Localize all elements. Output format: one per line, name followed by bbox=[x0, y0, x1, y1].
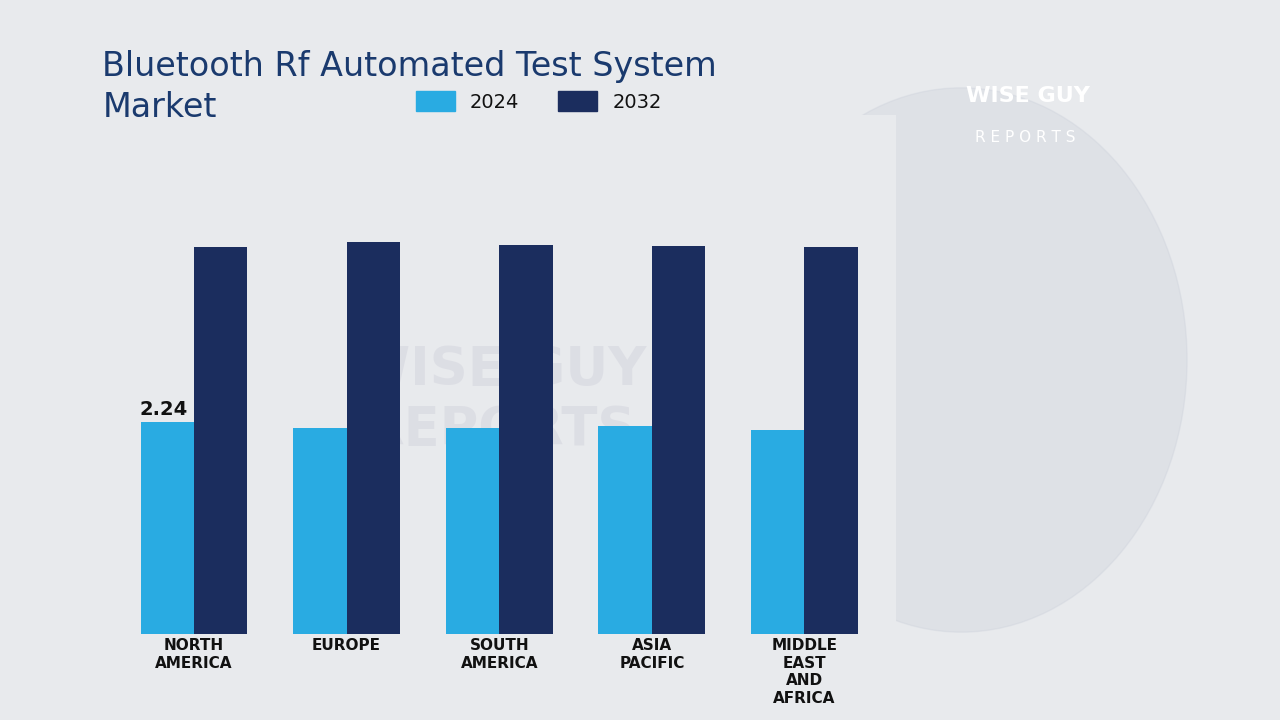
Circle shape bbox=[736, 88, 1187, 632]
Text: R E P O R T S: R E P O R T S bbox=[975, 130, 1076, 145]
Bar bbox=[293, 428, 347, 634]
Bar bbox=[445, 428, 499, 634]
Bar bbox=[141, 423, 195, 634]
Text: 2.24: 2.24 bbox=[140, 400, 188, 419]
Bar bbox=[347, 243, 399, 634]
Bar bbox=[499, 246, 553, 634]
Text: WISE GUY: WISE GUY bbox=[966, 86, 1091, 107]
Text: Bluetooth Rf Automated Test System
Market: Bluetooth Rf Automated Test System Marke… bbox=[102, 50, 717, 124]
Text: WISE GUY
REPORTS: WISE GUY REPORTS bbox=[352, 344, 646, 456]
Bar bbox=[599, 426, 652, 634]
Legend: 2024, 2032: 2024, 2032 bbox=[408, 84, 669, 120]
Bar bbox=[195, 247, 247, 634]
Bar bbox=[652, 246, 705, 634]
Bar bbox=[751, 430, 804, 634]
Bar bbox=[804, 247, 858, 634]
